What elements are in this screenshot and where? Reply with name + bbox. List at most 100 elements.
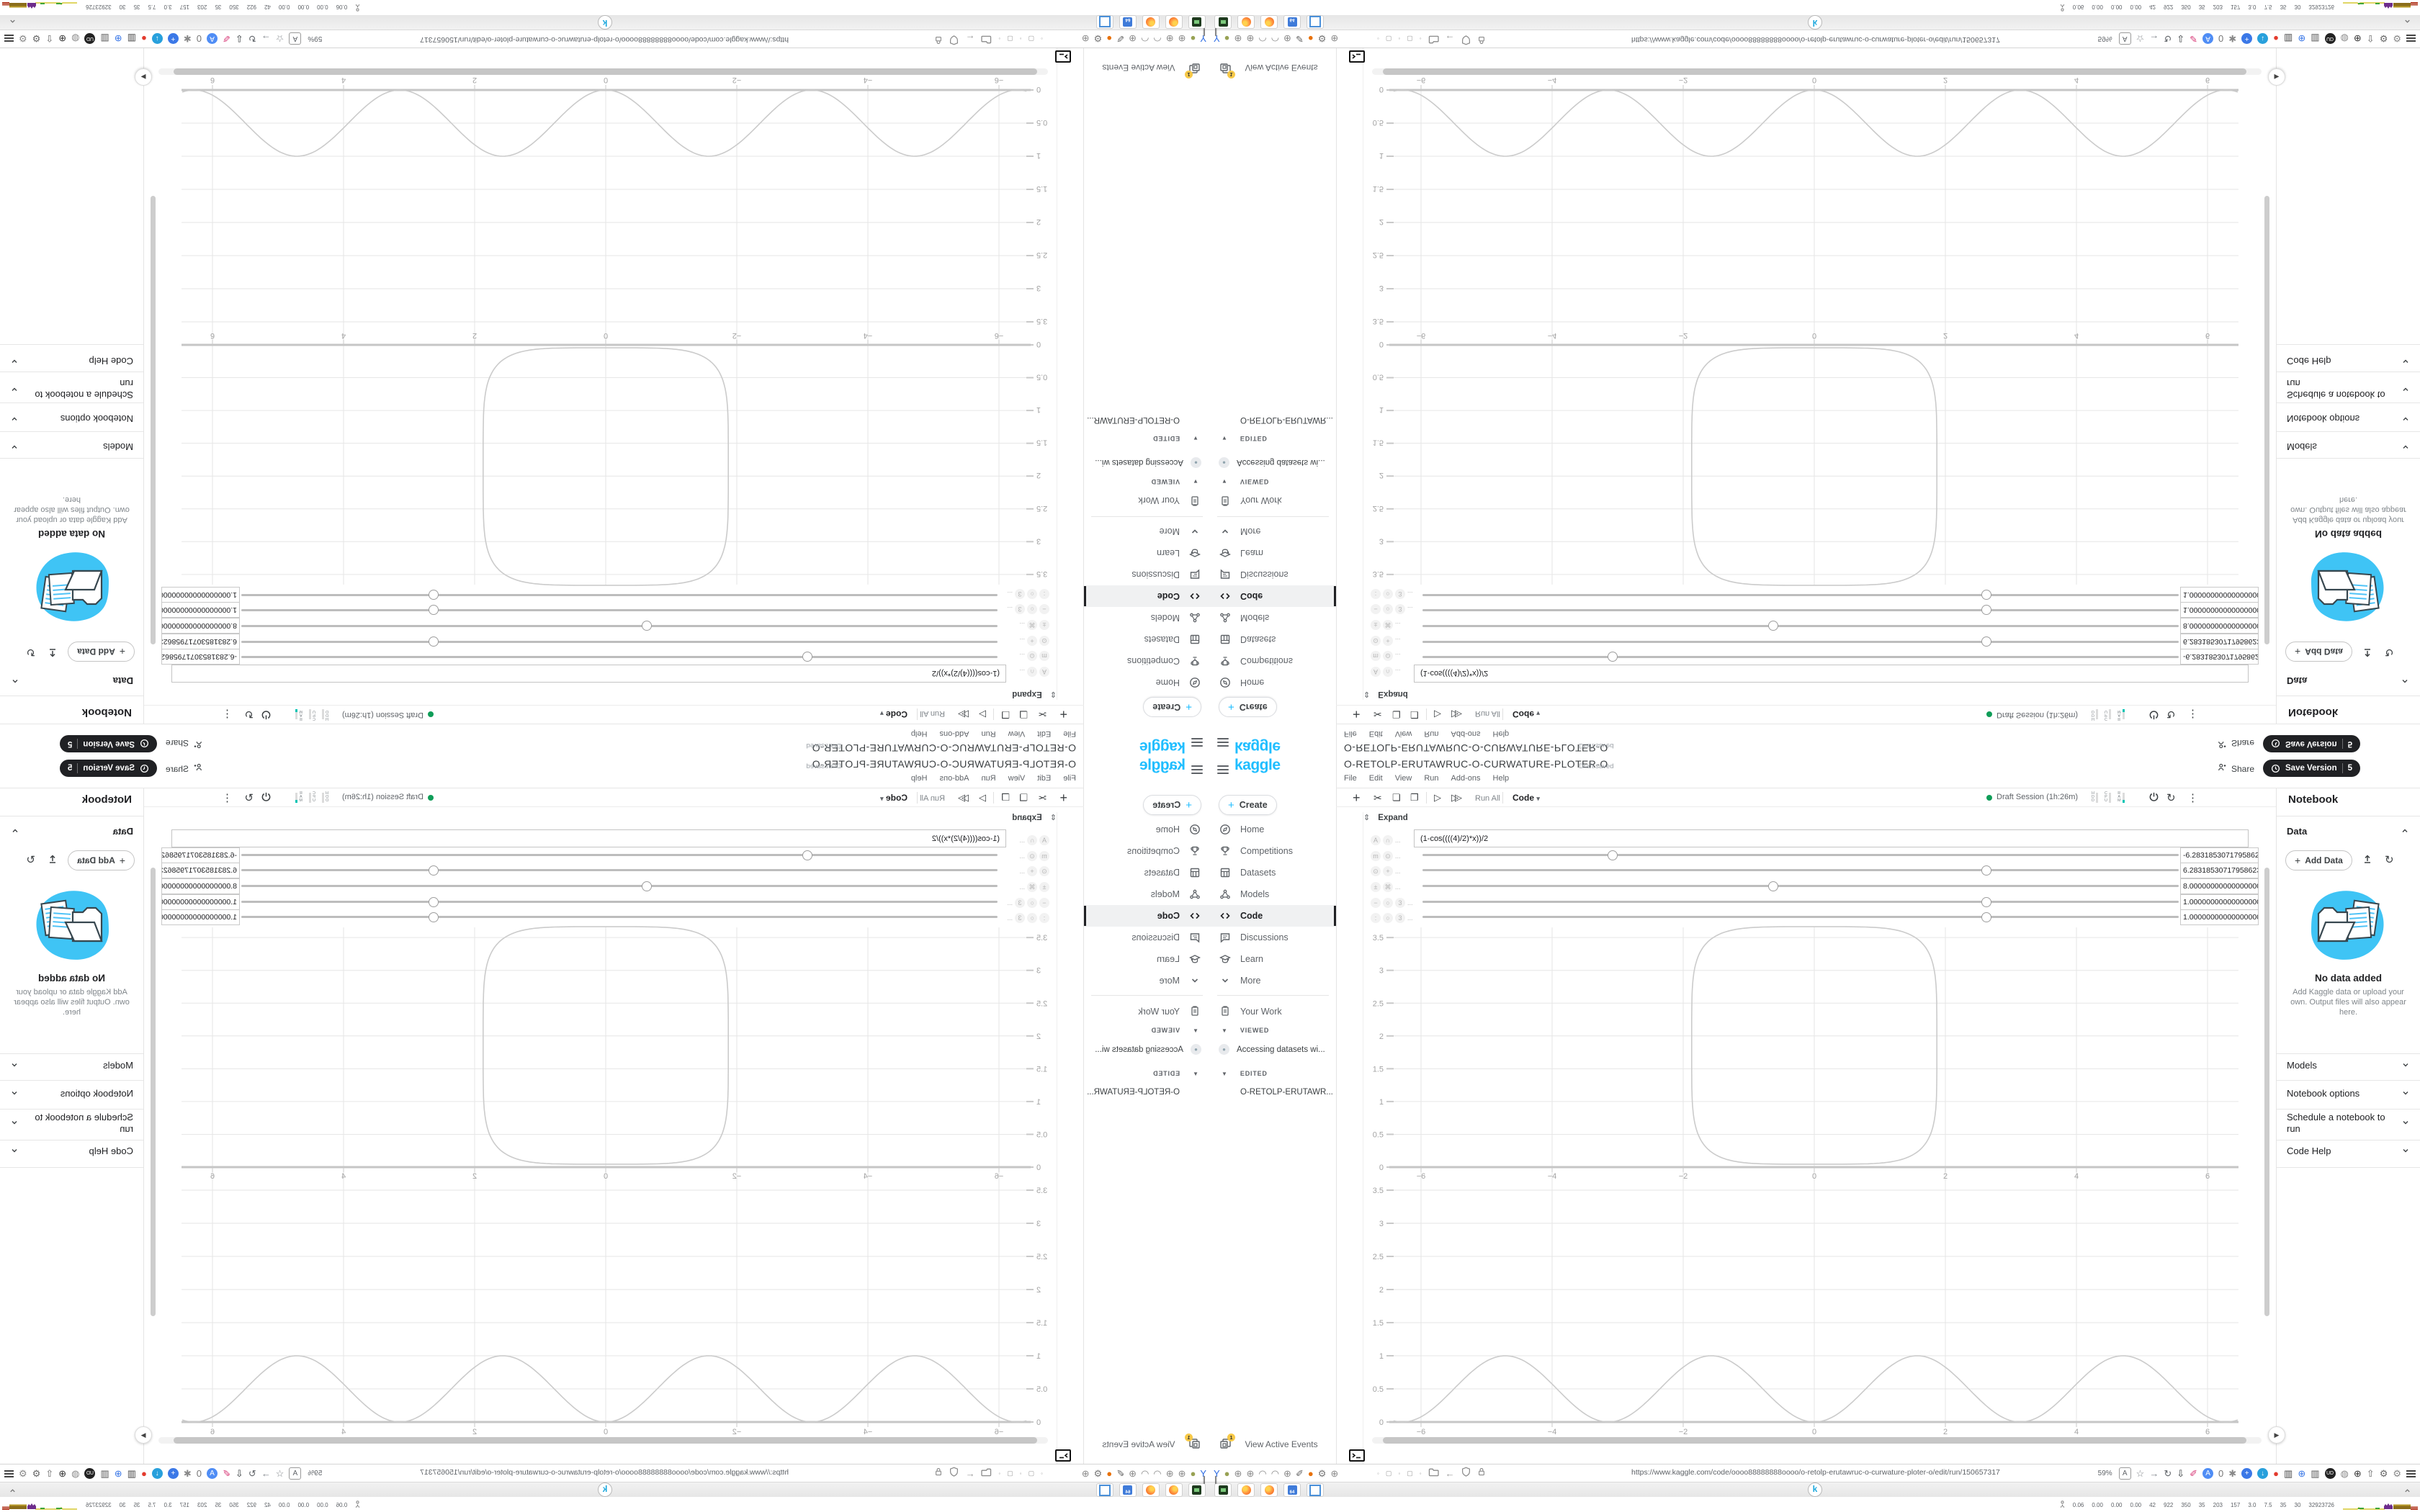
browser-icon-right-19[interactable]: ⚙ [2379,1467,2388,1479]
browser-icon-left-4[interactable]: ◠ [1258,33,1267,45]
browser-icon-right-3[interactable]: ↻ [2164,33,2172,45]
widget-slider-4[interactable] [241,897,998,907]
browser-icon-right-0[interactable]: A [2118,32,2131,45]
chevron-up-icon[interactable] [2403,1485,2411,1498]
copy-cell-icon[interactable]: ❏ [1392,709,1401,720]
notebook-title[interactable]: O-RETOLP-ERUTAWRUC-O-CURWATURE-PLOTER-O [812,758,1076,770]
browser-icon-right-16[interactable]: ◍ [71,1467,80,1479]
browser-icon-right-18[interactable]: ⇧ [45,33,54,45]
sidebar-item-learn[interactable]: Learn [1084,948,1210,970]
browser-icon-left-2[interactable]: ⊕ [1178,33,1186,45]
power-icon[interactable] [2148,706,2159,721]
hamburger-menu-icon[interactable] [1217,736,1229,749]
panel-section-code-help[interactable]: Code Help [10,355,133,366]
slider-handle[interactable] [428,605,439,615]
browser-icon-right-13[interactable]: ⊕ [114,1467,122,1479]
sidebar-item-edited-notebook[interactable]: O-RETOLP-ERUTAWR... [1240,415,1333,424]
slider-value-4[interactable]: 1.00000000000000000000 [161,894,240,910]
url-address[interactable]: https://www.kaggle.com/code/oooo88888888… [1631,1468,2000,1477]
browser-icon-right-17[interactable]: ⊕ [2353,1467,2362,1479]
share-button[interactable]: Share [166,737,203,750]
collapse-panel-button[interactable]: ▶ [135,68,152,86]
sidebar-item-code[interactable]: Code [1084,585,1210,607]
browser-icon-right-16[interactable]: ◍ [2340,33,2349,45]
browser-icon-left-5[interactable]: ◠ [1270,33,1280,45]
widget-slider-2[interactable] [1422,636,2179,647]
add-data-button[interactable]: + Add Data [68,850,135,870]
panel-section-notebook-options[interactable]: Notebook options [2287,413,2410,424]
edited-group-header[interactable]: ▼ EDITED [1152,1070,1198,1077]
browser-icon-left-1[interactable]: ● [1224,33,1230,45]
vertical-scrollbar-thumb[interactable] [151,196,156,644]
slider-handle[interactable] [428,590,439,600]
menu-run[interactable]: Run [981,729,996,738]
browser-icon-right-18[interactable]: ⇧ [2366,33,2375,45]
sidebar-item-discussions[interactable]: Discussions [1210,927,1336,948]
taskbar-icon-firefox[interactable] [1165,1483,1183,1497]
expand-toggle[interactable]: ⇕ Expand [1012,690,1057,698]
slider-value-5[interactable]: 1.00000000000000000000 [2180,909,2259,925]
add-cell-button[interactable]: + [1353,707,1361,721]
menu-view[interactable]: View [1008,774,1026,783]
save-version-count-badge[interactable]: 5 [67,739,73,748]
browser-icon-left-9[interactable]: ⚙ [1093,33,1103,45]
console-icon[interactable] [1055,1449,1071,1464]
add-data-button[interactable]: + Add Data [68,642,135,662]
browser-icon-right-6[interactable]: A [206,33,218,44]
menu-file[interactable]: File [1344,729,1357,738]
browser-menu-icon[interactable] [2406,34,2416,44]
menu-help[interactable]: Help [1492,729,1510,738]
panel-section-models[interactable]: Models [2287,1060,2410,1071]
browser-icon-right-0[interactable]: A [2118,1467,2131,1480]
notebook-title[interactable]: O-RETOLP-ERUTAWRUC-O-CURWATURE-PLOTER-O [1344,758,1608,770]
radio-icon[interactable]: ◦ [1041,35,1043,42]
panel-section-notebook-options[interactable]: Notebook options [2287,1088,2410,1099]
collapse-panel-button[interactable]: ▶ [2268,1426,2285,1444]
url-address[interactable]: https://www.kaggle.com/code/oooo88888888… [1631,35,2000,44]
share-button[interactable]: Share [2217,737,2254,750]
widget-slider-5[interactable] [241,912,998,922]
browser-icon-right-7[interactable]: 0 [196,33,202,45]
slider-handle[interactable] [1981,897,1992,907]
browser-icon-right-1[interactable]: ☆ [275,33,284,45]
share-button[interactable]: Share [2217,762,2254,775]
browser-icon-right-3[interactable]: ↻ [2164,1467,2172,1479]
slider-value-2[interactable]: 6.2831853071795862320 [2180,863,2259,878]
square-icon[interactable]: ▢ [1385,35,1392,42]
cut-cell-icon[interactable]: ✂ [1038,708,1047,720]
slider-handle[interactable] [641,881,652,891]
menu-view[interactable]: View [1394,774,1412,783]
slider-value-3[interactable]: 8.00000000000000000000 [2180,618,2259,634]
taskbar-icon-screenshot-tool[interactable] [1307,15,1324,29]
taskbar-icon-firefox[interactable] [1260,1483,1278,1497]
slider-value-4[interactable]: 1.00000000000000000000 [2180,602,2259,618]
browser-icon-left-0[interactable]: Y [1214,1467,1220,1479]
browser-icon-right-14[interactable]: ▥ [100,33,109,45]
widget-slider-5[interactable] [241,590,998,600]
refresh-icon[interactable]: ↻ [2385,854,2394,866]
console-icon[interactable] [1349,48,1365,63]
widget-slider-4[interactable] [1422,897,2179,907]
sidebar-item-more[interactable]: More [1084,521,1210,542]
browser-icon-right-5[interactable]: ✐ [222,1467,230,1479]
browser-icon-left-4[interactable]: ◠ [1153,1467,1162,1479]
browser-icon-left-2[interactable]: ⊕ [1234,1467,1242,1479]
chevron-up-icon[interactable] [11,826,19,839]
browser-icon-right-7[interactable]: 0 [2218,33,2224,45]
data-section-header[interactable]: Data [112,826,133,837]
taskbar-icon-floppy-64[interactable]: 64 [1119,15,1137,29]
browser-icon-left-10[interactable]: ⊕ [1330,33,1339,45]
panel-section-models[interactable]: Models [2287,441,2410,452]
vertical-scrollbar-thumb[interactable] [151,868,156,1316]
run-cell-icon[interactable]: ▷ [1434,792,1441,803]
sidebar-item-datasets[interactable]: Datasets [1210,629,1336,650]
browser-icon-left-2[interactable]: ⊕ [1234,33,1242,45]
menu-run[interactable]: Run [1424,729,1439,738]
slider-value-3[interactable]: 8.00000000000000000000 [161,878,240,894]
slider-value-5[interactable]: 1.00000000000000000000 [161,909,240,925]
menu-edit[interactable]: Edit [1368,729,1383,738]
browser-icon-left-4[interactable]: ◠ [1258,1467,1267,1479]
power-icon[interactable] [261,791,272,806]
kebab-menu-icon[interactable]: ⋮ [2187,792,2198,804]
refresh-icon[interactable]: ↻ [26,854,35,866]
